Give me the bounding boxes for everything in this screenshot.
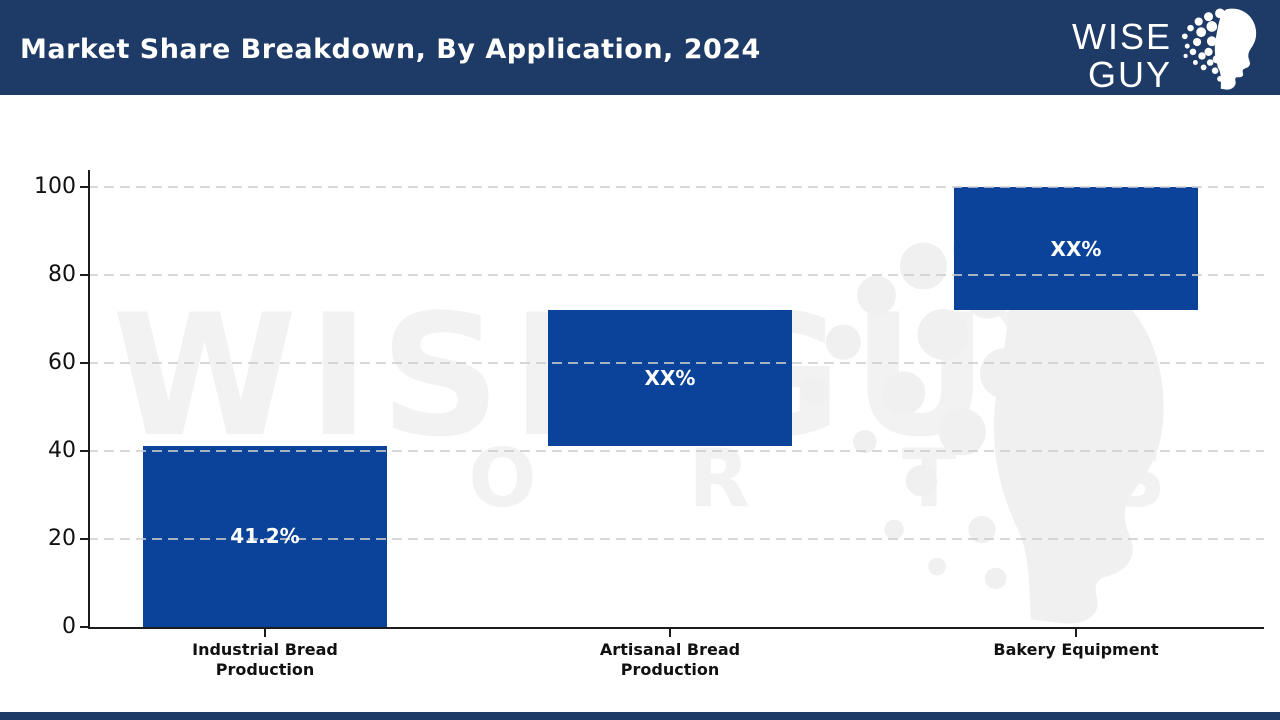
bar-value-label: 41.2% (230, 524, 300, 549)
y-axis-tick (80, 186, 88, 188)
bar-segment (954, 187, 1198, 311)
x-axis-category-label: Bakery Equipment (993, 640, 1159, 659)
y-axis-tick-label: 20 (48, 526, 76, 551)
x-axis-tick (669, 629, 671, 637)
x-axis-tick (1075, 629, 1077, 637)
y-axis-tick-label: 80 (48, 262, 76, 287)
watermark-head-dots-icon (800, 225, 1164, 624)
x-axis-line (88, 627, 1264, 629)
x-axis-category-label: Industrial Bread Production (192, 640, 338, 679)
y-axis-tick (80, 450, 88, 452)
y-axis-tick (80, 538, 88, 540)
y-axis-tick-label: 0 (62, 614, 76, 639)
x-axis-tick (264, 629, 266, 637)
footer-bar (0, 712, 1280, 720)
x-axis-category-label: Artisanal Bread Production (599, 640, 741, 679)
bar-value-label: XX% (1050, 236, 1102, 261)
y-axis-line (88, 170, 90, 629)
y-axis-tick-label: 60 (48, 350, 76, 375)
y-axis-tick-label: 40 (48, 438, 76, 463)
y-axis-tick (80, 626, 88, 628)
brand-subname: REPORTS (1040, 96, 1170, 111)
bar-segment (143, 445, 387, 627)
y-axis-tick (80, 362, 88, 364)
bar-value-label: XX% (644, 365, 696, 390)
brand-logo: WISE GUY REPORTS (978, 4, 1268, 111)
bar-segment (548, 310, 792, 446)
brand-name: WISE GUY (1071, 16, 1172, 95)
brand-head-dots-icon (1181, 8, 1257, 90)
page-title: Market Share Breakdown, By Application, … (20, 34, 761, 65)
y-axis-tick (80, 274, 88, 276)
brand-logo-text: WISE GUY REPORTS (978, 18, 1172, 114)
y-axis-tick-label: 100 (34, 174, 76, 199)
header-bar: Market Share Breakdown, By Application, … (0, 0, 1280, 111)
